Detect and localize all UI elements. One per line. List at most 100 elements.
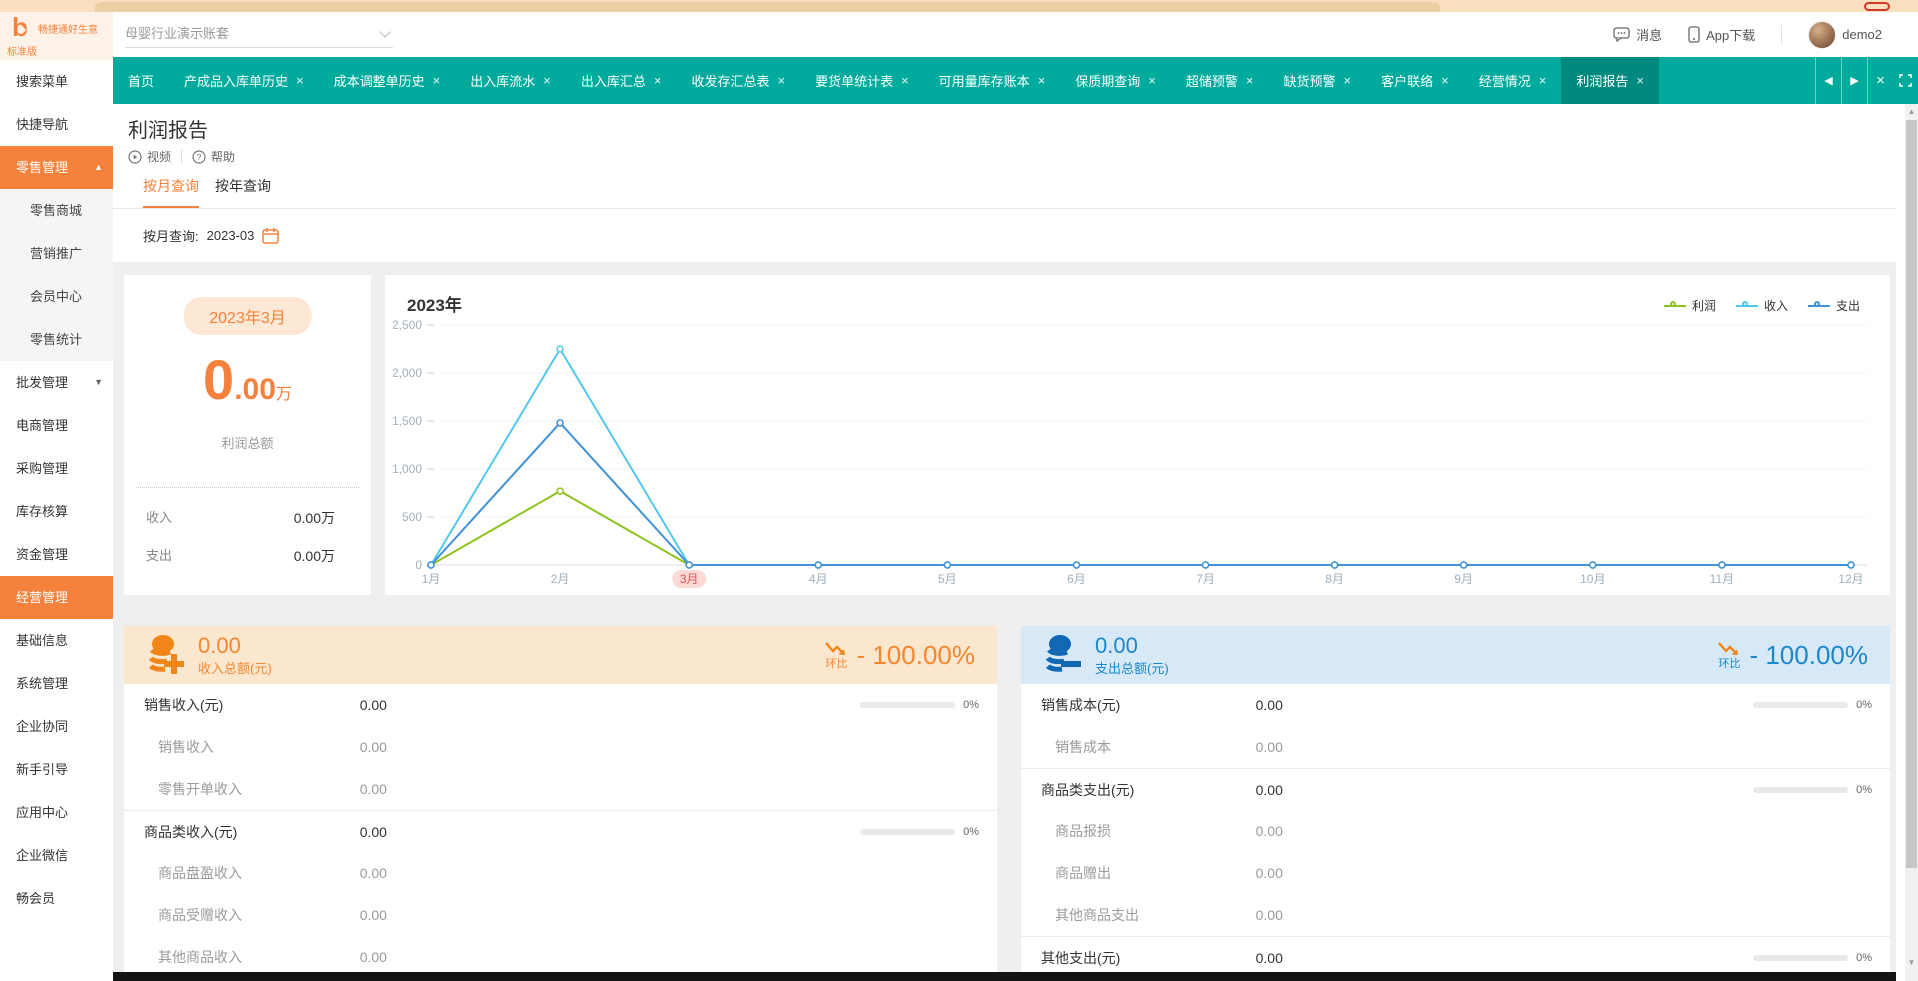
tab[interactable]: 收发存汇总表 × [676, 57, 800, 104]
header-right: 消息 App下载 demo2 [1613, 12, 1882, 57]
sidebar-item-label: 畅会员 [16, 891, 56, 906]
sidebar-item[interactable]: 经营管理 [0, 576, 113, 619]
sidebar-item[interactable]: 应用中心 [0, 791, 113, 834]
sidebar-item[interactable]: 会员中心 [0, 275, 113, 318]
tab-close-icon[interactable]: × [432, 73, 441, 88]
query-mode-tabs: 按月查询 按年查询 [143, 176, 271, 209]
expense-row-percent: 0% [1856, 952, 1872, 964]
chart-title: 2023年 [407, 296, 462, 315]
tab[interactable]: 利润报告 × [1561, 57, 1659, 104]
tab[interactable]: 经营情况 × [1464, 57, 1562, 104]
tab-close-icon[interactable]: × [777, 73, 786, 88]
tab[interactable]: 可用量库存账本 × [924, 57, 1061, 104]
account-select[interactable]: 母婴行业演示账套 [125, 20, 393, 48]
svg-text:8月: 8月 [1325, 572, 1344, 586]
sidebar-item[interactable]: 新手引导 [0, 748, 113, 791]
legend-item[interactable]: 收入 [1735, 297, 1788, 314]
tab[interactable]: 出入库汇总 × [566, 57, 677, 104]
tab-close-icon[interactable]: × [901, 73, 909, 88]
sidebar-item[interactable]: 搜索菜单 [0, 60, 113, 103]
tabs-scroll-left-button[interactable]: ◀ [1815, 57, 1841, 104]
expense-row: 商品类支出(元) 0.00 0% [1021, 768, 1890, 810]
sidebar-item[interactable]: 库存核算 [0, 490, 113, 533]
tab-close-icon[interactable]: × [1636, 73, 1644, 88]
scrollbar-gap [1896, 104, 1905, 981]
sidebar-item[interactable]: 零售管理 ▲ [0, 146, 113, 189]
scroll-up-icon[interactable]: ▲ [1907, 107, 1916, 116]
tab-close-icon[interactable]: × [296, 73, 304, 88]
fullscreen-button[interactable] [1893, 57, 1918, 104]
sidebar-item-label: 批发管理 [16, 375, 69, 390]
sidebar-item[interactable]: 畅会员 [0, 877, 113, 920]
messages-button[interactable]: 消息 [1613, 25, 1662, 44]
summary-row-label: 收入 [146, 510, 173, 525]
profit-amount-frac: .00 [234, 373, 276, 406]
sidebar-item-label: 资金管理 [16, 547, 69, 562]
sidebar-item-label: 应用中心 [16, 805, 69, 820]
help-link[interactable]: ? 帮助 [192, 148, 235, 165]
svg-text:0: 0 [415, 558, 422, 572]
query-mode-tab[interactable]: 按月查询 [143, 176, 199, 209]
profit-line-chart[interactable]: 0 500 1,000 1,500 2,000 2,500 1月 2月 3月 4月 5月 6月 7月 8月… [393, 319, 1881, 591]
sidebar-item[interactable]: 零售商城 [0, 189, 113, 232]
expense-row: 其他商品支出 0.00 [1021, 894, 1890, 936]
sidebar-item[interactable]: 资金管理 [0, 533, 113, 576]
video-link[interactable]: 视频 [128, 148, 171, 165]
sidebar-item[interactable]: 采购管理 [0, 447, 113, 490]
vertical-scrollbar[interactable]: ▲ ▼ [1905, 104, 1918, 981]
sidebar-item[interactable]: 零售统计 [0, 318, 113, 361]
legend-item[interactable]: 支出 [1807, 297, 1860, 314]
expense-row-percent: 0% [1856, 784, 1872, 796]
tab-close-icon[interactable]: × [1441, 73, 1449, 88]
expense-total-label: 支出总额(元) [1095, 660, 1169, 676]
income-row-value: 0.00 [359, 781, 387, 797]
tab[interactable]: 首页 [113, 57, 169, 104]
app-download-button[interactable]: App下载 [1688, 25, 1755, 44]
trend-down-icon [825, 641, 846, 655]
income-row-value: 0.00 [359, 739, 387, 755]
sidebar-item[interactable]: 系统管理 [0, 662, 113, 705]
income-card: 0.00 收入总额(元) 环比 - 100.00% 销售收入(元) [124, 626, 997, 972]
svg-text:5月: 5月 [938, 572, 957, 586]
legend-item[interactable]: 利润 [1663, 297, 1716, 314]
scroll-down-icon[interactable]: ▼ [1907, 958, 1916, 967]
tab-close-icon[interactable]: × [1148, 73, 1156, 88]
profit-summary-card: 2023年3月 0.00万 利润总额 收入 0.00万 支出 0.00万 [124, 275, 371, 595]
tab[interactable]: 成本调整单历史 × [319, 57, 456, 104]
tab[interactable]: 超储预警 × [1171, 57, 1269, 104]
tab[interactable]: 产成品入库单历史 × [169, 57, 319, 104]
income-total-label: 收入总额(元) [198, 660, 272, 676]
svg-text:2,500: 2,500 [393, 319, 422, 332]
sidebar-item[interactable]: 营销推广 [0, 232, 113, 275]
expense-row: 销售成本(元) 0.00 0% [1021, 684, 1890, 726]
tab-close-icon[interactable]: × [543, 73, 551, 88]
calendar-icon[interactable] [262, 227, 280, 244]
tab[interactable]: 出入库流水 × [455, 57, 566, 104]
tab-close-icon[interactable]: × [1343, 73, 1352, 88]
sidebar-item[interactable]: 批发管理 ▼ [0, 361, 113, 404]
tab-close-icon[interactable]: × [653, 73, 662, 88]
expense-row-label: 商品赠出 [1055, 865, 1111, 881]
income-row-label: 销售收入(元) [144, 697, 224, 713]
sidebar-item[interactable]: 快捷导航 [0, 103, 113, 146]
tab[interactable]: 缺货预警 × [1269, 57, 1367, 104]
divider [181, 149, 183, 164]
query-mode-tab[interactable]: 按年查询 [215, 178, 271, 194]
sidebar-item[interactable]: 基础信息 [0, 619, 113, 662]
tabs-scroll-right-button[interactable]: ▶ [1841, 57, 1867, 104]
scrollbar-thumb[interactable] [1906, 120, 1917, 868]
sidebar-item[interactable]: 企业协同 [0, 705, 113, 748]
tab-close-icon[interactable]: × [1037, 73, 1046, 88]
legend-dot [1669, 300, 1676, 307]
tab-close-icon[interactable]: × [1538, 73, 1547, 88]
sidebar-item[interactable]: 电商管理 [0, 404, 113, 447]
tab-close-icon[interactable]: × [1245, 73, 1254, 88]
filter-month-value[interactable]: 2023-03 [206, 228, 255, 243]
tabs-close-button[interactable]: × [1867, 57, 1893, 104]
tab[interactable]: 保质期查询 × [1060, 57, 1171, 104]
sidebar-item[interactable]: 企业微信 [0, 834, 113, 877]
user-menu[interactable]: demo2 [1808, 20, 1882, 49]
tab[interactable]: 客户联络 × [1366, 57, 1464, 104]
legend-label: 支出 [1835, 299, 1860, 313]
tab[interactable]: 要货单统计表 × [800, 57, 924, 104]
